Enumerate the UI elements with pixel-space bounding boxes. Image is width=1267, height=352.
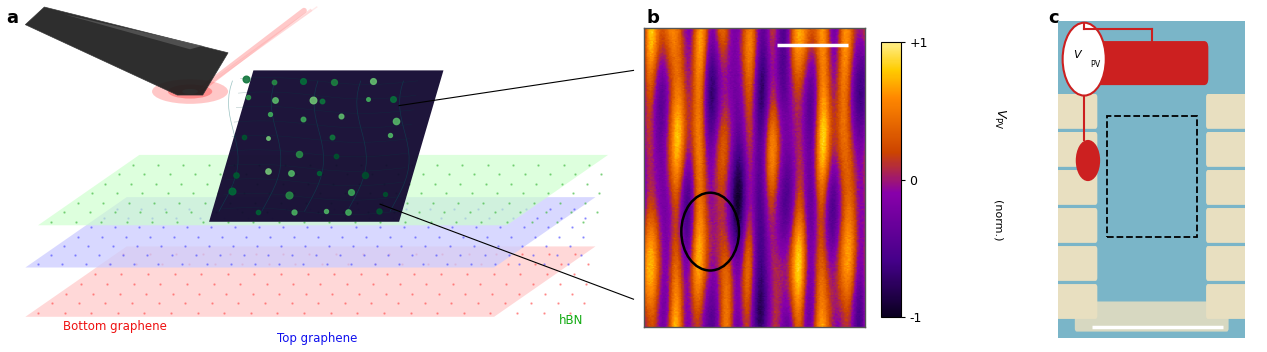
Polygon shape — [25, 246, 595, 317]
Text: a: a — [6, 9, 18, 27]
Text: c: c — [1048, 9, 1059, 27]
Polygon shape — [209, 70, 443, 222]
FancyBboxPatch shape — [1057, 94, 1097, 129]
Text: Top graphene: Top graphene — [276, 332, 357, 345]
Text: b: b — [646, 9, 659, 27]
Circle shape — [1076, 140, 1100, 181]
Polygon shape — [51, 11, 203, 49]
FancyBboxPatch shape — [1057, 284, 1097, 319]
FancyBboxPatch shape — [1057, 246, 1097, 281]
Polygon shape — [25, 197, 595, 268]
FancyBboxPatch shape — [1057, 170, 1097, 205]
FancyBboxPatch shape — [1206, 246, 1247, 281]
FancyBboxPatch shape — [1206, 170, 1247, 205]
Polygon shape — [25, 7, 228, 95]
Text: $\mathrm{PV}$: $\mathrm{PV}$ — [1090, 58, 1101, 69]
FancyBboxPatch shape — [1057, 132, 1097, 167]
FancyBboxPatch shape — [1206, 94, 1247, 129]
Ellipse shape — [152, 79, 228, 104]
FancyBboxPatch shape — [1206, 132, 1247, 167]
Circle shape — [1063, 23, 1106, 96]
Text: hBN: hBN — [559, 314, 583, 327]
Ellipse shape — [182, 89, 198, 94]
Text: $\mathit{V}$: $\mathit{V}$ — [1073, 48, 1083, 61]
Text: (norm.): (norm.) — [992, 200, 1002, 241]
FancyBboxPatch shape — [1206, 284, 1247, 319]
FancyBboxPatch shape — [1057, 208, 1097, 243]
FancyBboxPatch shape — [1095, 41, 1209, 85]
Text: $V_{\mathrm{PV}}$: $V_{\mathrm{PV}}$ — [992, 108, 1007, 130]
Text: Bottom graphene: Bottom graphene — [63, 320, 167, 333]
Ellipse shape — [167, 84, 213, 99]
Polygon shape — [38, 155, 608, 225]
FancyBboxPatch shape — [1074, 301, 1229, 332]
Bar — [1106, 116, 1197, 237]
FancyBboxPatch shape — [1206, 208, 1247, 243]
